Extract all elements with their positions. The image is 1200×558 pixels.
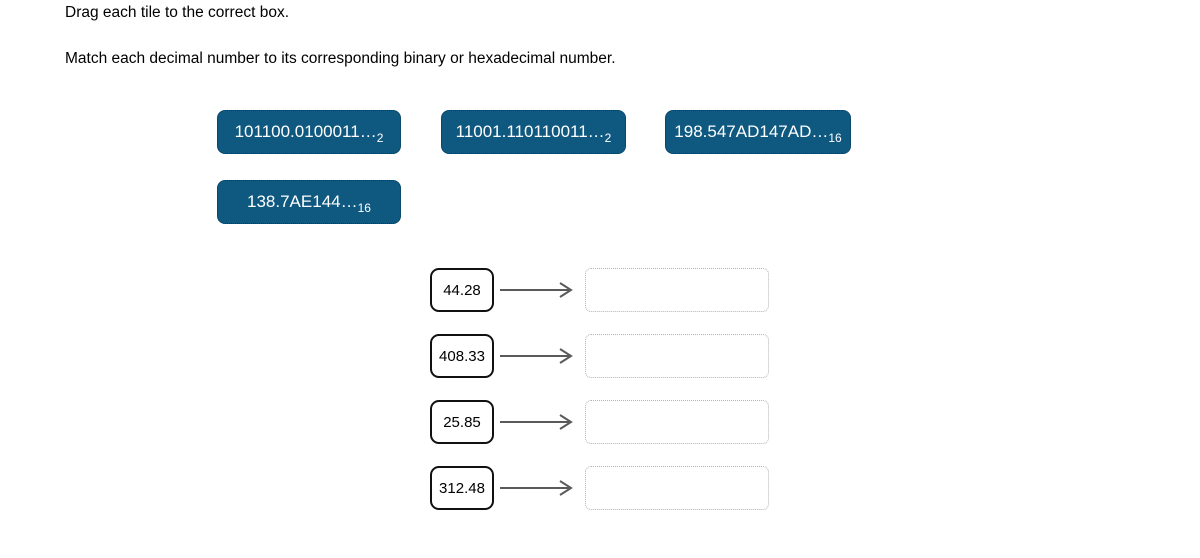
decimal-label: 408.33 — [430, 334, 494, 378]
tile-label: 138.7AE144…16 — [247, 192, 371, 215]
drop-zone[interactable] — [585, 334, 769, 378]
drop-zone[interactable] — [585, 466, 769, 510]
tile-value: 198.547AD147AD… — [674, 122, 829, 141]
arrow-icon — [500, 282, 573, 298]
tile-base-subscript: 2 — [604, 131, 612, 145]
instruction-line-2: Match each decimal number to its corresp… — [65, 50, 616, 67]
drag-tile[interactable]: 11001.110110011…2 — [441, 110, 626, 154]
tile-value: 11001.110110011… — [455, 122, 605, 141]
tile-label: 11001.110110011…2 — [455, 122, 612, 145]
tile-value: 138.7AE144… — [247, 192, 358, 211]
instruction-line-1: Drag each tile to the correct box. — [65, 4, 290, 21]
arrow-icon — [500, 480, 573, 496]
decimal-label: 44.28 — [430, 268, 494, 312]
decimal-label: 312.48 — [430, 466, 494, 510]
tile-base-subscript: 16 — [357, 201, 371, 215]
tile-label: 198.547AD147AD…16 — [674, 122, 842, 145]
tile-label: 101100.0100011…2 — [234, 122, 384, 145]
arrow-icon — [500, 414, 573, 430]
tile-base-subscript: 16 — [828, 131, 842, 145]
drag-tile[interactable]: 198.547AD147AD…16 — [665, 110, 851, 154]
tile-value: 101100.0100011… — [234, 122, 377, 141]
drop-zone[interactable] — [585, 400, 769, 444]
drop-zone[interactable] — [585, 268, 769, 312]
decimal-label: 25.85 — [430, 400, 494, 444]
tile-base-subscript: 2 — [376, 131, 384, 145]
drag-tile[interactable]: 138.7AE144…16 — [217, 180, 401, 224]
arrow-icon — [500, 348, 573, 364]
drag-tile[interactable]: 101100.0100011…2 — [217, 110, 401, 154]
